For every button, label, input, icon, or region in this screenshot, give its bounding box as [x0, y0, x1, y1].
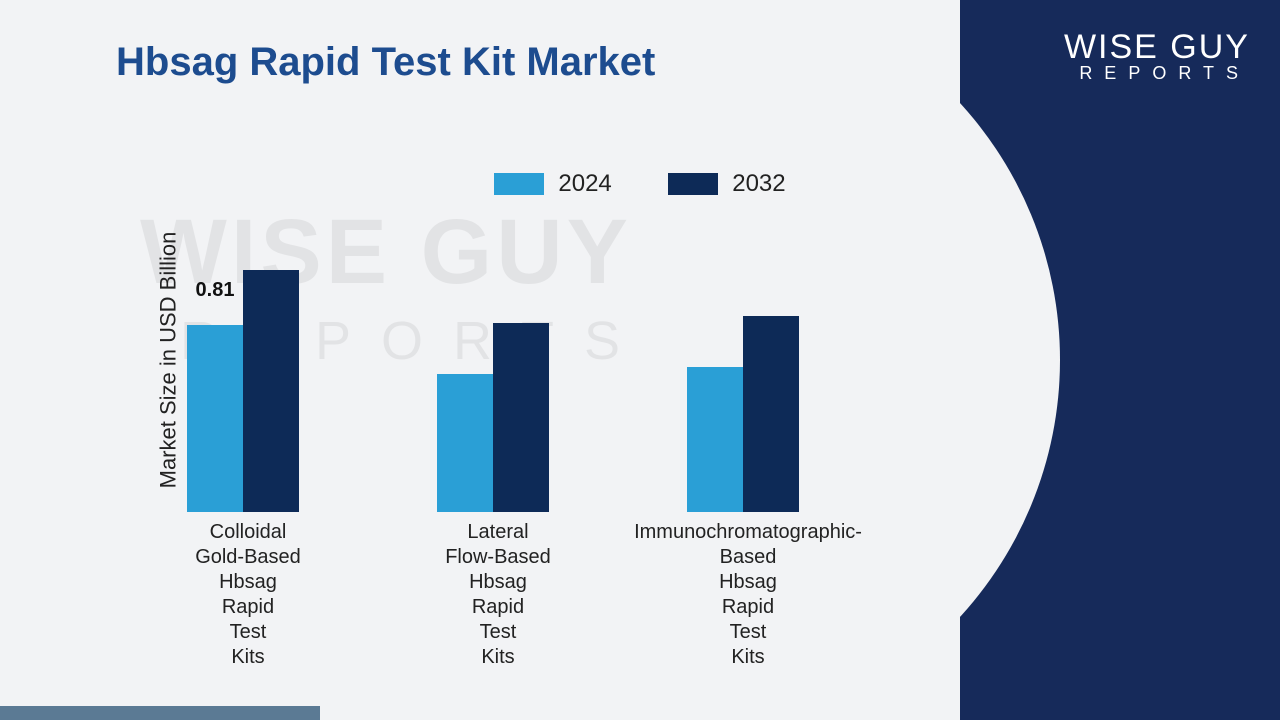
decorative-bottom-bar [0, 706, 320, 720]
bar [437, 374, 493, 512]
brand-logo: WISE GUY REPORTS [990, 28, 1250, 84]
legend-swatch-2032 [668, 173, 718, 195]
page-title: Hbsag Rapid Test Kit Market [116, 40, 655, 85]
legend-item-2032: 2032 [668, 170, 785, 198]
bar [493, 323, 549, 512]
logo-text-top: WISE GUY [990, 28, 1250, 67]
x-axis-category-label: ColloidalGold-BasedHbsagRapidTestKits [195, 520, 301, 670]
bar [187, 325, 243, 512]
bar-value-label: 0.81 [196, 279, 235, 302]
legend-item-2024: 2024 [494, 170, 611, 198]
bar [243, 270, 299, 512]
legend-swatch-2024 [494, 173, 544, 195]
bar [743, 316, 799, 512]
x-axis-category-label: LateralFlow-BasedHbsagRapidTestKits [445, 520, 551, 670]
chart-plot-area: 0.81 [108, 212, 928, 512]
chart-legend: 2024 2032 [0, 170, 1280, 200]
legend-label-2024: 2024 [558, 170, 611, 198]
logo-text-bottom: REPORTS [990, 63, 1250, 84]
legend-label-2032: 2032 [732, 170, 785, 198]
bar [687, 367, 743, 512]
x-axis-category-label: Immunochromatographic-BasedHbsagRapidTes… [634, 520, 862, 670]
page-root: WISE GUY REPORTS Hbsag Rapid Test Kit Ma… [0, 0, 1280, 720]
